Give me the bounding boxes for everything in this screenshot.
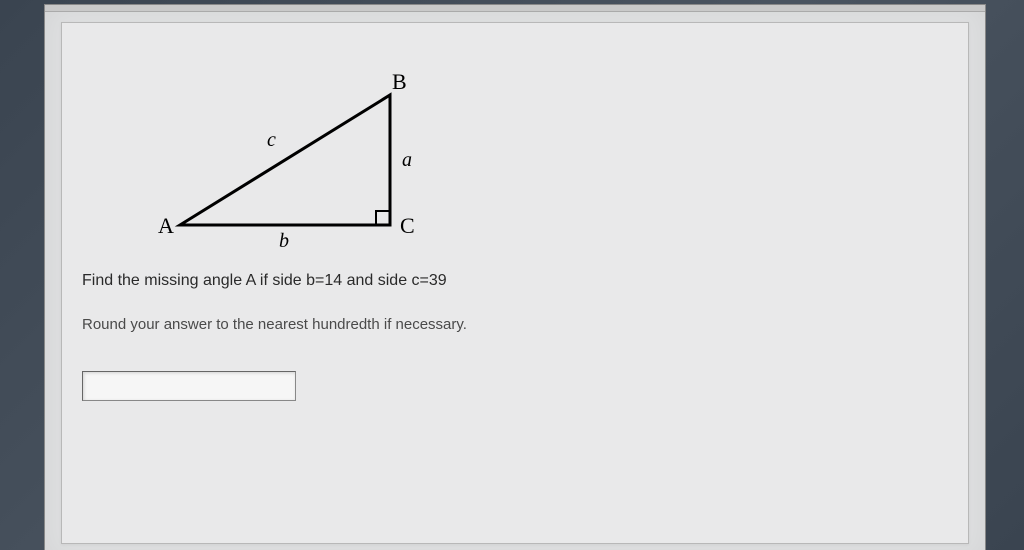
svg-text:c: c [267, 129, 276, 151]
svg-text:B: B [392, 69, 407, 94]
svg-text:b: b [279, 230, 289, 249]
instruction-text: Round your answer to the nearest hundred… [82, 316, 950, 333]
outer-frame: A B Cc a b Find the missing angle A if side … [44, 4, 986, 550]
svg-text:C: C [400, 213, 415, 238]
triangle-diagram: A B Cc a b [140, 69, 950, 254]
svg-text:A: A [158, 213, 174, 238]
answer-input[interactable] [82, 371, 296, 401]
svg-text:a: a [402, 149, 412, 171]
question-text: Find the missing angle A if side b=14 an… [82, 272, 950, 290]
answer-row [82, 371, 950, 401]
question-panel: A B Cc a b Find the missing angle A if side … [61, 22, 969, 544]
triangle-svg: A B Cc a b [140, 69, 440, 249]
top-rule [45, 5, 985, 12]
